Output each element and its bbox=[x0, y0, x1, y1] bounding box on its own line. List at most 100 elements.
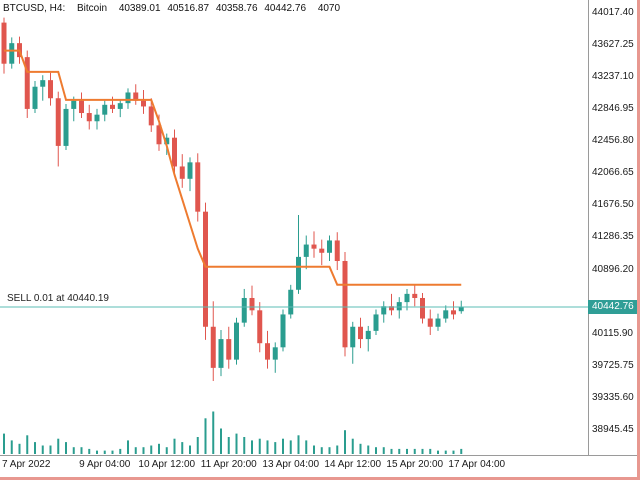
candle-body-bull bbox=[365, 330, 371, 340]
volume-bar bbox=[96, 450, 98, 454]
candle-body-bear bbox=[48, 80, 53, 99]
time-axis[interactable]: 7 Apr 2022 9 Apr 04:00 10 Apr 12:00 11 Apr … bbox=[0, 456, 640, 478]
candle-body-bear bbox=[257, 310, 263, 344]
price-axis-label: 44017.40 bbox=[592, 6, 634, 18]
volume-bar bbox=[134, 447, 137, 454]
volume-bar bbox=[18, 443, 21, 454]
volume-bar bbox=[34, 442, 36, 454]
candle-body-bear bbox=[156, 125, 162, 145]
candle-body-bear bbox=[319, 248, 325, 253]
price-axis-label: 43627.25 bbox=[592, 39, 634, 51]
candle-body-bull bbox=[280, 314, 286, 348]
volume-bar bbox=[406, 448, 408, 454]
volume-bar bbox=[243, 437, 246, 454]
position-label[interactable]: SELL 0.01 at 40440.19 bbox=[7, 293, 109, 305]
volume-bar bbox=[41, 445, 44, 454]
candle-body-bear bbox=[420, 297, 425, 319]
volume-bar bbox=[375, 447, 377, 454]
volume-bar bbox=[235, 433, 238, 454]
volume-bar bbox=[127, 440, 129, 454]
candle-body-bull bbox=[40, 80, 46, 87]
volume-bar bbox=[181, 442, 184, 454]
time-axis-label: 15 Apr 20:00 bbox=[386, 459, 444, 470]
time-axis-label: 14 Apr 12:00 bbox=[324, 459, 382, 470]
price-axis-label: 40115.90 bbox=[592, 327, 633, 339]
volume-bar bbox=[173, 438, 176, 454]
price-axis-label: 41676.50 bbox=[592, 199, 634, 211]
candle-body-bear bbox=[210, 326, 216, 368]
candle-body-bear bbox=[79, 100, 84, 114]
candle-body-bear bbox=[427, 318, 433, 327]
window-border-bottom bbox=[0, 477, 640, 480]
candle-body-bull bbox=[94, 114, 100, 122]
candle-body-bear bbox=[334, 240, 340, 261]
volume-bar bbox=[460, 448, 463, 454]
candle-body-bear bbox=[133, 92, 139, 101]
time-axis-label: 17 Apr 04:00 bbox=[448, 459, 506, 470]
volume-bar bbox=[26, 435, 29, 454]
ohlc-high: 40516.87 bbox=[167, 3, 210, 14]
volume-bar bbox=[282, 438, 284, 454]
price-axis-label: 42846.95 bbox=[592, 103, 634, 115]
volume-bar bbox=[351, 438, 354, 454]
volume-bar bbox=[328, 447, 331, 454]
volume-bar bbox=[103, 450, 106, 454]
volume-bar bbox=[258, 438, 261, 454]
price-axis-label: 41286.35 bbox=[592, 231, 634, 243]
candle-body-bear bbox=[141, 100, 146, 107]
time-axis-label: 7 Apr 2022 bbox=[2, 459, 51, 470]
candle-body-bull bbox=[125, 92, 131, 104]
volume-bar bbox=[72, 447, 75, 454]
candle-body-bear bbox=[86, 113, 92, 122]
candle-body-bear bbox=[179, 166, 185, 179]
volume-bar bbox=[398, 448, 401, 454]
volume-bar bbox=[189, 445, 191, 454]
candle-body-bull bbox=[71, 100, 77, 109]
time-axis-label: 9 Apr 04:00 bbox=[79, 459, 131, 470]
volume-bar bbox=[413, 448, 416, 454]
candle-body-bull bbox=[272, 347, 278, 360]
volume-bar bbox=[336, 445, 339, 454]
volume-bar bbox=[220, 428, 222, 454]
volume-bar bbox=[57, 438, 60, 454]
candle-body-bull bbox=[350, 326, 356, 348]
candle-body-bull bbox=[458, 306, 464, 312]
candle-body-bear bbox=[55, 98, 61, 146]
candle-body-bear bbox=[358, 326, 363, 340]
volume-bar bbox=[452, 450, 455, 454]
ohlc-low: 40358.76 bbox=[215, 3, 258, 14]
tick-volume: 4070 bbox=[317, 3, 341, 14]
candle-body-bull bbox=[117, 103, 123, 109]
candle-body-bull bbox=[102, 104, 108, 115]
volume-bar bbox=[142, 447, 145, 454]
volume-bar bbox=[382, 447, 385, 454]
candle-body-bear bbox=[172, 137, 177, 167]
candle-body-bull bbox=[303, 244, 309, 257]
candle-body-bear bbox=[203, 211, 208, 327]
candle-body-bear bbox=[265, 343, 270, 360]
candle-body-bull bbox=[32, 86, 38, 109]
volume-bar bbox=[80, 447, 83, 454]
price-axis[interactable]: 44017.40 43627.25 43237.10 42846.95 42456.80… bbox=[590, 0, 638, 455]
volume-bar bbox=[289, 440, 292, 454]
volume-bar bbox=[266, 440, 269, 454]
candle-body-bear bbox=[451, 310, 456, 315]
volume-bar bbox=[65, 442, 67, 454]
candle-body-bear bbox=[311, 244, 317, 249]
candle-body-bear bbox=[195, 162, 201, 212]
indicator-line bbox=[4, 49, 462, 286]
volume-bar bbox=[10, 440, 13, 454]
price-axis-label: 40896.20 bbox=[592, 263, 634, 275]
candle-body-bull bbox=[443, 310, 449, 319]
price-axis-label: 42066.65 bbox=[592, 167, 634, 179]
candle-body-bull bbox=[9, 43, 15, 64]
candle-body-bull bbox=[404, 293, 410, 303]
volume-bar bbox=[88, 448, 91, 454]
window-border-right bbox=[637, 0, 640, 480]
candle-body-bear bbox=[148, 106, 154, 126]
volume-bar bbox=[421, 448, 424, 454]
volume-bar bbox=[150, 445, 153, 454]
volume-bar bbox=[3, 433, 5, 454]
